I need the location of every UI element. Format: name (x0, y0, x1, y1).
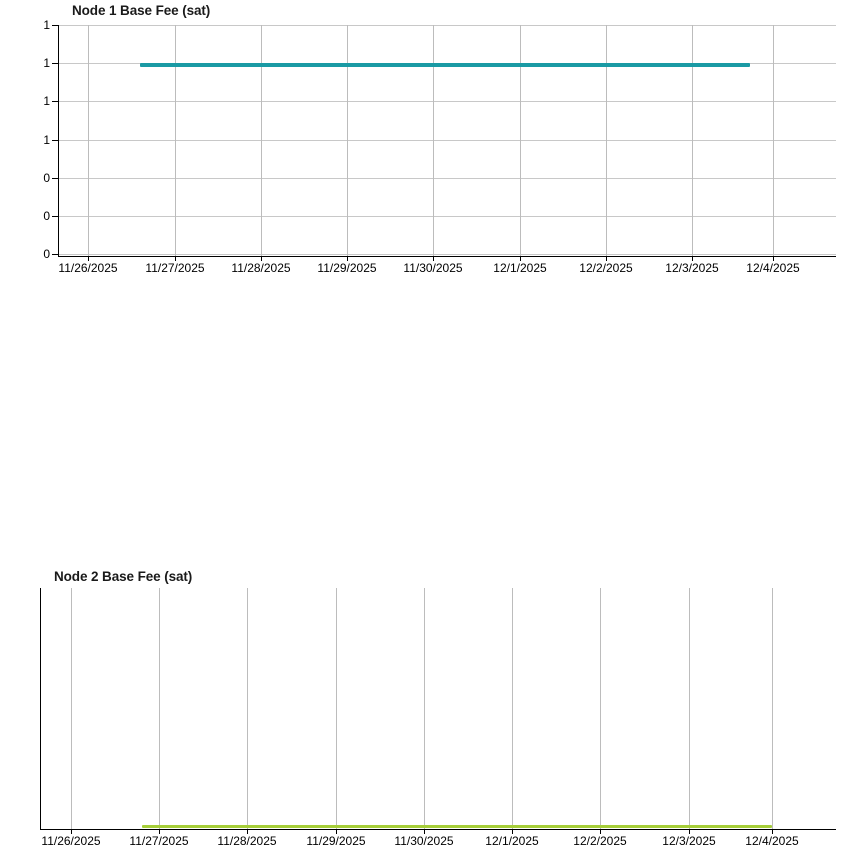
gridline-horizontal (58, 216, 836, 217)
x-axis-tick (520, 256, 522, 261)
chart-title-node-2: Node 2 Base Fee (sat) (54, 569, 193, 584)
x-axis-tick (261, 256, 263, 261)
gridline-horizontal (58, 254, 836, 255)
y-axis-tick (52, 101, 58, 103)
gridline-horizontal (58, 101, 836, 102)
x-axis-tick-label: 11/27/2025 (129, 834, 189, 848)
chart-panel-node-2: Node 2 Base Fee (sat) 11/26/2025 11/27/20… (0, 283, 860, 848)
y-axis-tick (52, 254, 58, 256)
x-axis-tick-label: 11/29/2025 (317, 261, 377, 275)
x-axis-tick-label: 11/26/2025 (58, 261, 118, 275)
y-axis-tick (52, 63, 58, 65)
gridline-vertical (600, 588, 601, 829)
x-axis-tick-label: 12/2/2025 (573, 834, 627, 848)
gridline-vertical (88, 25, 89, 256)
gridline-vertical (692, 25, 693, 256)
x-axis-tick (88, 256, 90, 261)
gridline-vertical (424, 588, 425, 829)
x-axis-tick-label: 12/3/2025 (662, 834, 716, 848)
x-axis-tick-label: 11/29/2025 (306, 834, 366, 848)
y-axis-node-2 (40, 588, 42, 830)
x-axis-tick-label: 12/4/2025 (745, 834, 799, 848)
chart-title-node-1: Node 1 Base Fee (sat) (72, 3, 211, 18)
y-axis-tick-label: 0 (43, 209, 50, 223)
x-axis-tick-label: 11/26/2025 (41, 834, 101, 848)
y-axis-tick-label: 1 (43, 133, 50, 147)
gridline-vertical (520, 25, 521, 256)
x-axis-labels-node-2: 11/26/2025 11/27/2025 11/28/2025 11/29/2025… (40, 834, 836, 854)
plot-area-node-2 (40, 588, 836, 829)
chart-panel-node-1: Node 1 Base Fee (sat) 1 1 1 1 0 0 0 11/26/2025… (0, 0, 860, 290)
y-axis-tick-label: 0 (43, 247, 50, 261)
x-axis-tick (692, 256, 694, 261)
x-axis-tick-label: 11/30/2025 (403, 261, 463, 275)
y-axis-labels-node-1: 1 1 1 1 0 0 0 (10, 18, 54, 261)
x-axis-tick-label: 11/28/2025 (231, 261, 291, 275)
gridline-vertical (433, 25, 434, 256)
x-axis-tick-label: 11/27/2025 (145, 261, 205, 275)
x-axis-tick (175, 256, 177, 261)
series-line-node-1 (140, 63, 751, 67)
y-axis-node-1 (52, 25, 60, 257)
gridline-horizontal (58, 25, 836, 26)
series-line-node-2 (141, 825, 772, 828)
x-axis-tick (433, 256, 435, 261)
y-axis-tick (52, 216, 58, 218)
y-axis-tick (52, 140, 58, 142)
gridline-vertical (689, 588, 690, 829)
gridline-horizontal (58, 140, 836, 141)
y-axis-tick-label: 1 (43, 18, 50, 32)
gridline-vertical (512, 588, 513, 829)
x-axis-node-1 (58, 256, 836, 261)
x-axis-tick (773, 256, 775, 261)
x-axis-node-2 (40, 829, 836, 834)
y-axis-tick (52, 178, 58, 180)
x-axis-tick (347, 256, 349, 261)
y-axis-tick-label: 0 (43, 171, 50, 185)
y-axis-tick-label: 1 (43, 94, 50, 108)
x-axis-tick (606, 256, 608, 261)
gridline-vertical (159, 588, 160, 829)
gridline-vertical (347, 25, 348, 256)
x-axis-tick-label: 11/28/2025 (217, 834, 277, 848)
gridline-horizontal (58, 178, 836, 179)
gridline-vertical (772, 588, 773, 829)
x-axis-tick-label: 12/3/2025 (665, 261, 719, 275)
y-axis-tick-label: 1 (43, 56, 50, 70)
x-axis-labels-node-1: 11/26/2025 11/27/2025 11/28/2025 11/29/2025… (58, 261, 836, 281)
gridline-vertical (175, 25, 176, 256)
y-axis-tick (52, 25, 58, 27)
gridline-vertical (336, 588, 337, 829)
gridline-vertical (247, 588, 248, 829)
x-axis-tick-label: 12/4/2025 (746, 261, 800, 275)
x-axis-tick-label: 12/1/2025 (485, 834, 539, 848)
x-axis-tick-label: 12/1/2025 (493, 261, 547, 275)
gridline-vertical (773, 25, 774, 256)
x-axis-tick-label: 12/2/2025 (579, 261, 633, 275)
gridline-vertical (71, 588, 72, 829)
plot-area-node-1 (58, 25, 836, 256)
gridline-vertical (606, 25, 607, 256)
gridline-vertical (261, 25, 262, 256)
x-axis-tick-label: 11/30/2025 (394, 834, 454, 848)
